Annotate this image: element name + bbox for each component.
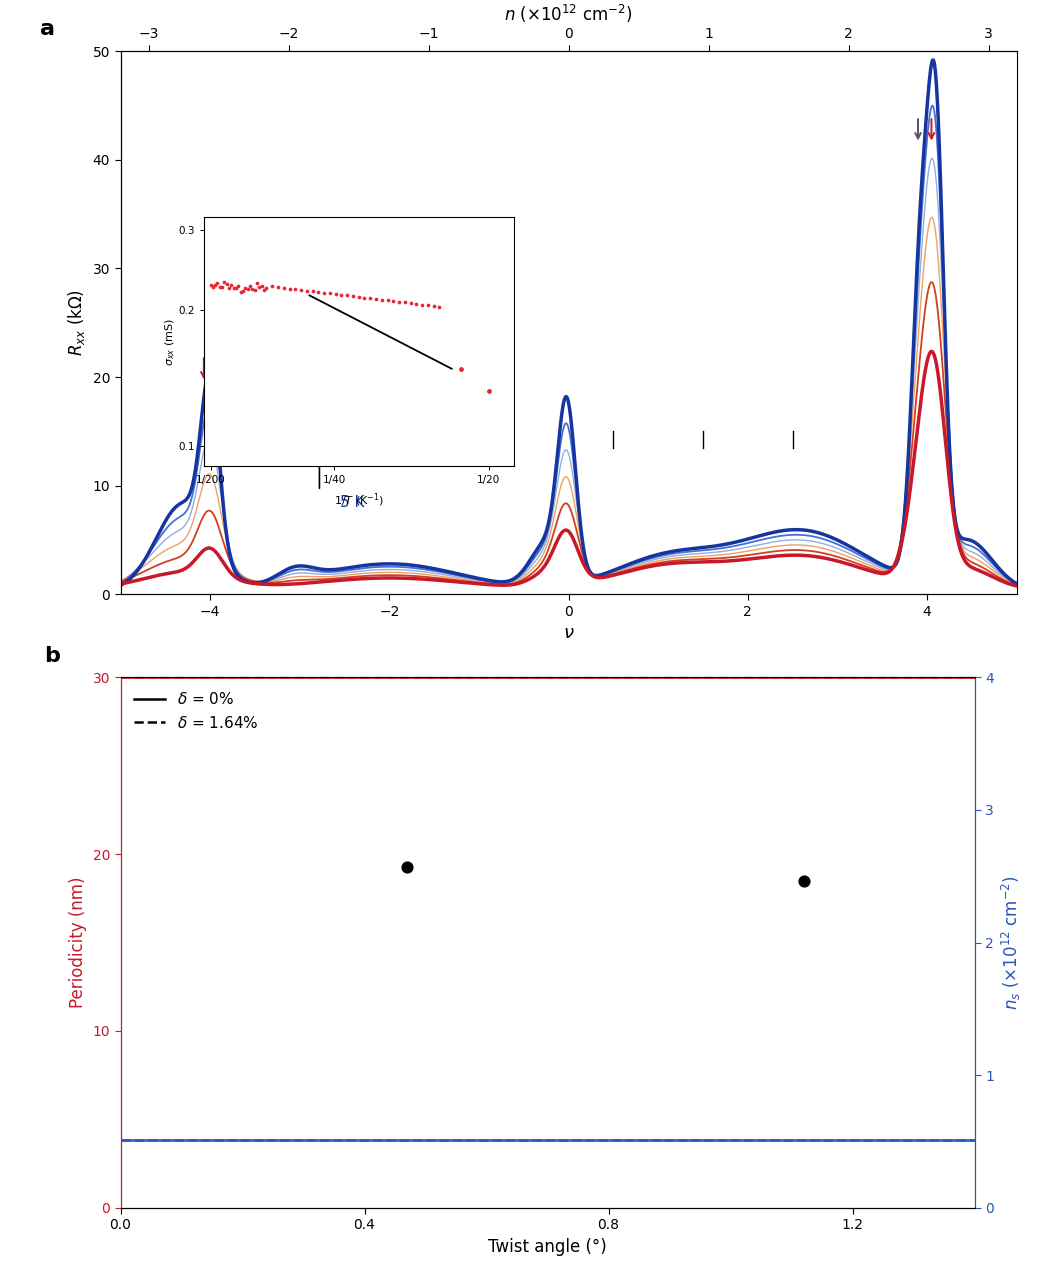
Point [419,295,436,316]
Point [399,856,416,877]
Point [204,276,221,296]
Point [221,277,238,298]
Point [258,277,275,298]
Point [480,381,497,401]
Point [362,288,378,308]
Point [230,276,246,296]
Point [408,294,424,314]
Point [304,281,321,302]
Y-axis label: Periodicity (nm): Periodicity (nm) [69,877,87,1008]
Point [391,291,408,312]
Point [269,277,286,298]
X-axis label: $n$ ($\times$10$^{12}$ cm$^{-2}$): $n$ ($\times$10$^{12}$ cm$^{-2}$) [504,3,633,26]
Point [254,276,270,296]
Point [223,275,240,295]
Point [246,280,263,300]
Text: b: b [44,645,60,666]
Point [256,280,272,300]
Point [396,293,413,313]
Point [425,295,442,316]
Point [350,286,367,307]
Point [368,289,385,309]
Point [795,870,812,891]
Point [356,288,373,308]
Point [345,286,362,307]
Point [310,281,327,302]
Point [292,280,309,300]
Point [373,289,390,309]
Point [322,284,339,304]
Point [333,285,350,305]
X-axis label: Twist angle (°): Twist angle (°) [488,1237,607,1256]
Point [453,359,470,380]
Point [206,275,223,295]
Point [214,277,231,298]
Point [385,291,401,312]
Point [248,272,265,293]
Text: 80 K: 80 K [340,436,374,451]
Point [242,276,259,296]
Point [202,275,219,295]
Y-axis label: $R_{xx}$ (k$\Omega$): $R_{xx}$ (k$\Omega$) [66,289,87,357]
Point [212,277,228,298]
Point [233,281,249,302]
Point [216,272,233,293]
Point [239,279,256,299]
Text: a: a [40,18,54,38]
Point [210,272,226,293]
Point [244,279,261,299]
Point [218,275,235,295]
Point [281,279,298,299]
Point [431,296,447,317]
Point [250,277,267,298]
Point [227,277,244,298]
X-axis label: $1/T$ (K$^{-1}$): $1/T$ (K$^{-1}$) [334,491,384,509]
Point [264,276,281,296]
Text: 5 K: 5 K [340,496,365,510]
Point [327,284,344,304]
Point [276,277,292,298]
Y-axis label: $\sigma_{xx}$ (mS): $\sigma_{xx}$ (mS) [163,318,177,366]
Point [315,282,332,303]
Point [299,280,315,300]
Point [339,285,355,305]
Point [379,290,396,311]
Point [287,279,304,299]
X-axis label: $\nu$: $\nu$ [563,624,574,643]
Point [402,293,419,313]
Point [237,277,254,298]
Point [414,294,431,314]
Point [225,277,242,298]
Legend: $\delta$ = 0%, $\delta$ = 1.64%: $\delta$ = 0%, $\delta$ = 1.64% [128,685,265,737]
Y-axis label: $n_s$ ($\times$10$^{12}$ cm$^{-2}$): $n_s$ ($\times$10$^{12}$ cm$^{-2}$) [1000,875,1023,1010]
Point [235,281,252,302]
